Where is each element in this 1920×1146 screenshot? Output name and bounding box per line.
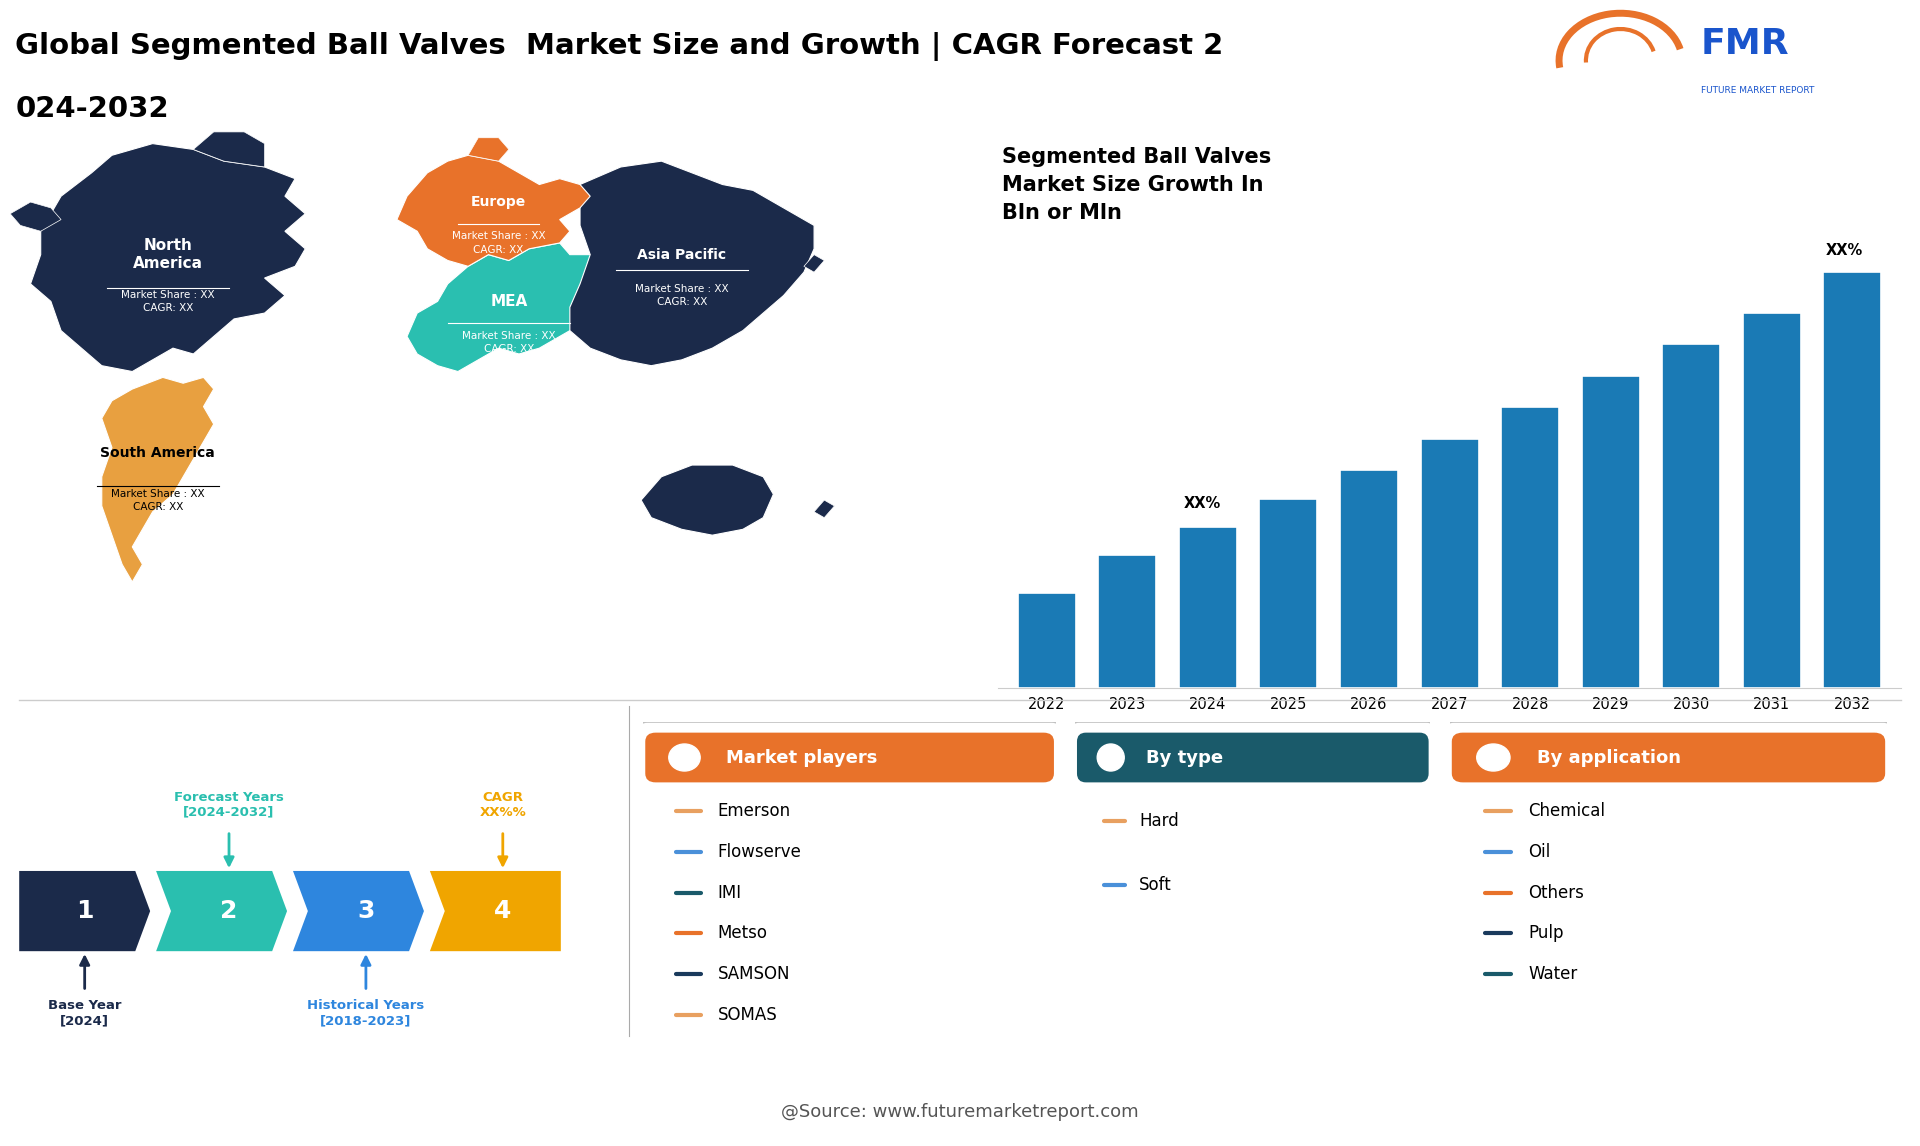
Text: Market players: Market players (726, 748, 877, 767)
Text: North
America: North America (132, 238, 204, 270)
Text: Forecast Years
[2024-2032]: Forecast Years [2024-2032] (175, 791, 284, 818)
Text: Chemical: Chemical (1528, 802, 1605, 819)
Text: XX%: XX% (1185, 496, 1221, 511)
Text: Emerson: Emerson (718, 802, 791, 819)
Text: Market Share : XX
CAGR: XX: Market Share : XX CAGR: XX (463, 331, 555, 354)
Text: Soft: Soft (1139, 877, 1171, 894)
Text: Flowserve: Flowserve (718, 842, 801, 861)
Text: Market Share : XX
CAGR: XX: Market Share : XX CAGR: XX (636, 284, 728, 307)
Text: Pulp: Pulp (1528, 925, 1565, 942)
Polygon shape (10, 202, 61, 231)
Polygon shape (156, 871, 286, 951)
Polygon shape (194, 132, 265, 167)
Polygon shape (31, 143, 305, 371)
Bar (1663, 344, 1720, 688)
Text: By type: By type (1146, 748, 1223, 767)
Text: FMR: FMR (1701, 28, 1789, 61)
Circle shape (1096, 744, 1125, 771)
Text: CAGR
XX%%: CAGR XX%% (480, 791, 526, 818)
Text: @Source: www.futuremarketreport.com: @Source: www.futuremarketreport.com (781, 1102, 1139, 1121)
Bar (1824, 272, 1882, 688)
Text: SAMSON: SAMSON (718, 965, 789, 983)
Bar (1421, 439, 1478, 688)
Polygon shape (570, 162, 814, 366)
Polygon shape (814, 500, 835, 518)
Text: Europe: Europe (470, 195, 526, 209)
Bar (1179, 527, 1236, 688)
Text: SOMAS: SOMAS (718, 1006, 778, 1025)
FancyBboxPatch shape (1077, 732, 1428, 783)
Bar (1260, 499, 1317, 688)
Polygon shape (19, 871, 150, 951)
Polygon shape (468, 138, 509, 162)
Polygon shape (641, 465, 774, 535)
Bar (1582, 376, 1640, 688)
Bar (1098, 556, 1156, 688)
FancyBboxPatch shape (645, 732, 1054, 783)
Text: 4: 4 (493, 900, 511, 923)
Text: Market Share : XX
CAGR: XX: Market Share : XX CAGR: XX (111, 488, 205, 512)
Text: Oil: Oil (1528, 842, 1551, 861)
Text: Global Segmented Ball Valves  Market Size and Growth | CAGR Forecast 2: Global Segmented Ball Valves Market Size… (15, 31, 1223, 61)
Bar (1501, 407, 1559, 688)
Circle shape (668, 744, 701, 771)
Text: XX%: XX% (1826, 243, 1862, 258)
Text: 1: 1 (77, 900, 94, 923)
Text: Base Year
[2024]: Base Year [2024] (48, 999, 121, 1027)
Text: 3: 3 (357, 900, 374, 923)
Polygon shape (430, 871, 561, 951)
Text: Historical Years
[2018-2023]: Historical Years [2018-2023] (307, 999, 424, 1027)
Bar (1743, 313, 1801, 688)
Text: Metso: Metso (718, 925, 768, 942)
Text: Segmented Ball Valves
Market Size Growth In
Bln or Mln: Segmented Ball Valves Market Size Growth… (1002, 147, 1271, 222)
Text: Market Share : XX
CAGR: XX: Market Share : XX CAGR: XX (121, 290, 215, 313)
Bar (1018, 594, 1075, 688)
Polygon shape (407, 243, 620, 371)
Text: Market Share : XX
CAGR: XX: Market Share : XX CAGR: XX (451, 231, 545, 254)
Text: IMI: IMI (718, 884, 741, 902)
Text: MEA: MEA (490, 293, 528, 309)
Text: 024-2032: 024-2032 (15, 95, 169, 123)
Polygon shape (804, 254, 824, 272)
Polygon shape (294, 871, 424, 951)
Text: Hard: Hard (1139, 813, 1179, 831)
Text: Water: Water (1528, 965, 1578, 983)
Text: Others: Others (1528, 884, 1584, 902)
Bar (1340, 470, 1398, 688)
Text: Asia Pacific: Asia Pacific (637, 248, 726, 261)
Text: FUTURE MARKET REPORT: FUTURE MARKET REPORT (1701, 86, 1814, 95)
Text: By application: By application (1538, 748, 1682, 767)
Text: South America: South America (100, 446, 215, 461)
Circle shape (1476, 744, 1509, 771)
Polygon shape (102, 377, 213, 582)
Polygon shape (397, 155, 589, 266)
FancyBboxPatch shape (1452, 732, 1885, 783)
Text: 2: 2 (221, 900, 238, 923)
